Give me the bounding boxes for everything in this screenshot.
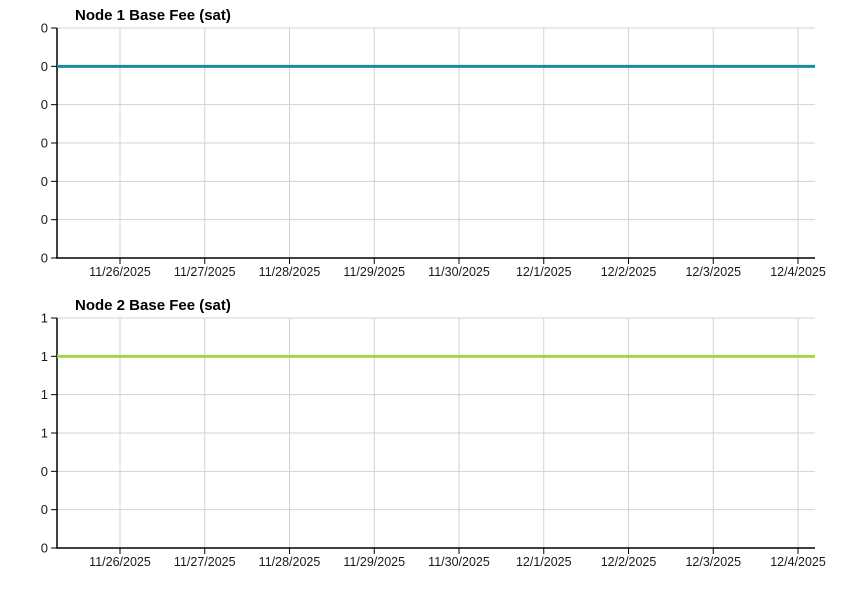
chart-title-node2: Node 2 Base Fee (sat)	[75, 297, 231, 314]
y-tick-label: 1	[41, 349, 48, 364]
y-tick-label: 1	[41, 426, 48, 441]
y-tick-label: 0	[41, 502, 48, 517]
y-tick-label: 1	[41, 311, 48, 326]
x-tick-label: 12/2/2025	[601, 265, 657, 279]
y-tick-label: 0	[41, 174, 48, 189]
y-tick-label: 0	[41, 136, 48, 151]
x-tick-label: 12/4/2025	[770, 265, 826, 279]
x-tick-label: 11/27/2025	[174, 265, 236, 279]
x-tick-label: 11/26/2025	[89, 265, 151, 279]
x-tick-label: 11/26/2025	[89, 555, 151, 569]
y-tick-label: 0	[41, 59, 48, 74]
x-tick-label: 11/28/2025	[259, 265, 321, 279]
x-tick-label: 12/1/2025	[516, 555, 572, 569]
y-tick-label: 0	[41, 212, 48, 227]
y-tick-label: 0	[41, 21, 48, 36]
x-tick-label: 11/28/2025	[259, 555, 321, 569]
chart-node2-base-fee: Node 2 Base Fee (sat) 11/26/2025 11/27/20…	[0, 290, 860, 580]
x-tick-label: 12/3/2025	[685, 265, 741, 279]
x-tick-label: 12/4/2025	[770, 555, 826, 569]
y-tick-label: 0	[41, 251, 48, 266]
x-tick-label: 11/27/2025	[174, 555, 236, 569]
chart-title-node1: Node 1 Base Fee (sat)	[75, 7, 231, 24]
x-tick-label: 11/29/2025	[343, 265, 405, 279]
x-tick-label: 11/30/2025	[428, 555, 490, 569]
x-tick-label: 11/29/2025	[343, 555, 405, 569]
y-tick-label: 0	[41, 541, 48, 556]
chart-node1-base-fee: Node 1 Base Fee (sat) 11/26/2025 11/27/20…	[0, 0, 860, 290]
chart-plot-node1: 11/26/2025 11/27/2025 11/28/2025 11/29/2025…	[41, 21, 826, 280]
chart-plot-node2: 11/26/2025 11/27/2025 11/28/2025 11/29/2025…	[41, 311, 826, 570]
x-tick-label: 12/2/2025	[601, 555, 657, 569]
y-tick-label: 0	[41, 97, 48, 112]
x-tick-label: 12/1/2025	[516, 265, 572, 279]
y-tick-label: 0	[41, 464, 48, 479]
x-tick-label: 12/3/2025	[685, 555, 741, 569]
x-tick-label: 11/30/2025	[428, 265, 490, 279]
y-tick-label: 1	[41, 387, 48, 402]
